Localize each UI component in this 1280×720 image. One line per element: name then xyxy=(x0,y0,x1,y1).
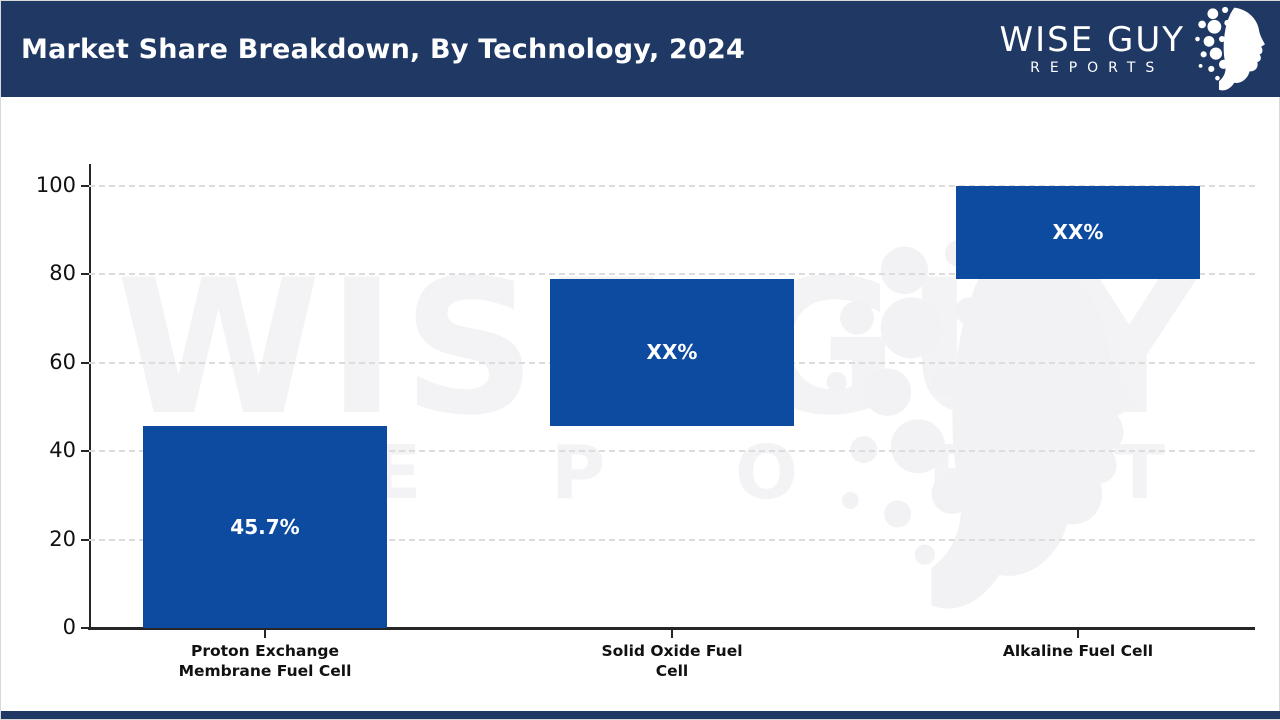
y-axis-tick-mark xyxy=(81,273,89,276)
gridline xyxy=(89,450,1255,453)
bar-value-label: XX% xyxy=(646,340,698,365)
y-axis xyxy=(89,164,91,629)
header-band: Market Share Breakdown, By Technology, 2… xyxy=(1,1,1280,97)
y-axis-tick-mark xyxy=(81,627,89,629)
gridline xyxy=(89,185,1255,187)
x-category-label: Proton Exchange Membrane Fuel Cell xyxy=(115,641,415,681)
y-axis-tick-mark xyxy=(81,361,89,364)
logo-text: WISE GUY REPORTS xyxy=(999,22,1185,76)
y-tick-label: 60 xyxy=(49,349,76,374)
logo-name: WISE GUY xyxy=(999,20,1185,60)
dotted-head-profile-icon xyxy=(1195,6,1265,91)
x-category-label: Solid Oxide Fuel Cell xyxy=(522,641,822,681)
wise-guy-reports-logo: WISE GUY REPORTS xyxy=(999,1,1275,97)
x-axis-tick-mark xyxy=(671,630,673,638)
bar-value-label: XX% xyxy=(1052,220,1104,245)
bar-segment: XX% xyxy=(956,186,1200,279)
y-tick-label: 0 xyxy=(62,615,76,639)
bar-value-label: 45.7% xyxy=(230,514,300,539)
footer-band xyxy=(1,711,1280,719)
gridline xyxy=(89,538,1255,541)
y-axis-tick-mark xyxy=(81,538,89,541)
y-axis-tick-mark xyxy=(81,450,89,453)
y-tick-label: 20 xyxy=(49,526,76,551)
logo-subtitle: REPORTS xyxy=(1030,60,1165,76)
x-category-label-line: Solid Oxide Fuel xyxy=(601,642,743,660)
dotted-head-profile-watermark xyxy=(826,239,1135,609)
bar-segment: XX% xyxy=(550,278,794,426)
gridline xyxy=(89,273,1255,276)
x-axis-tick-mark xyxy=(264,630,266,638)
y-tick-label: 80 xyxy=(49,261,76,286)
x-category-label-line: Proton Exchange xyxy=(190,642,340,660)
x-category-label-line: Cell xyxy=(655,662,689,680)
x-category-label-line: Alkaline Fuel Cell xyxy=(1002,642,1154,660)
y-tick-label: 100 xyxy=(35,173,76,197)
y-tick-label: 40 xyxy=(49,438,76,463)
x-category-label: Alkaline Fuel Cell xyxy=(928,641,1228,661)
x-axis-tick-mark xyxy=(1077,630,1079,638)
bar-segment: 45.7% xyxy=(143,426,387,628)
x-category-label-line: Membrane Fuel Cell xyxy=(178,662,352,680)
y-axis-tick-mark xyxy=(81,185,89,187)
x-axis xyxy=(88,627,1255,630)
chart-title: Market Share Breakdown, By Technology, 2… xyxy=(21,33,746,65)
